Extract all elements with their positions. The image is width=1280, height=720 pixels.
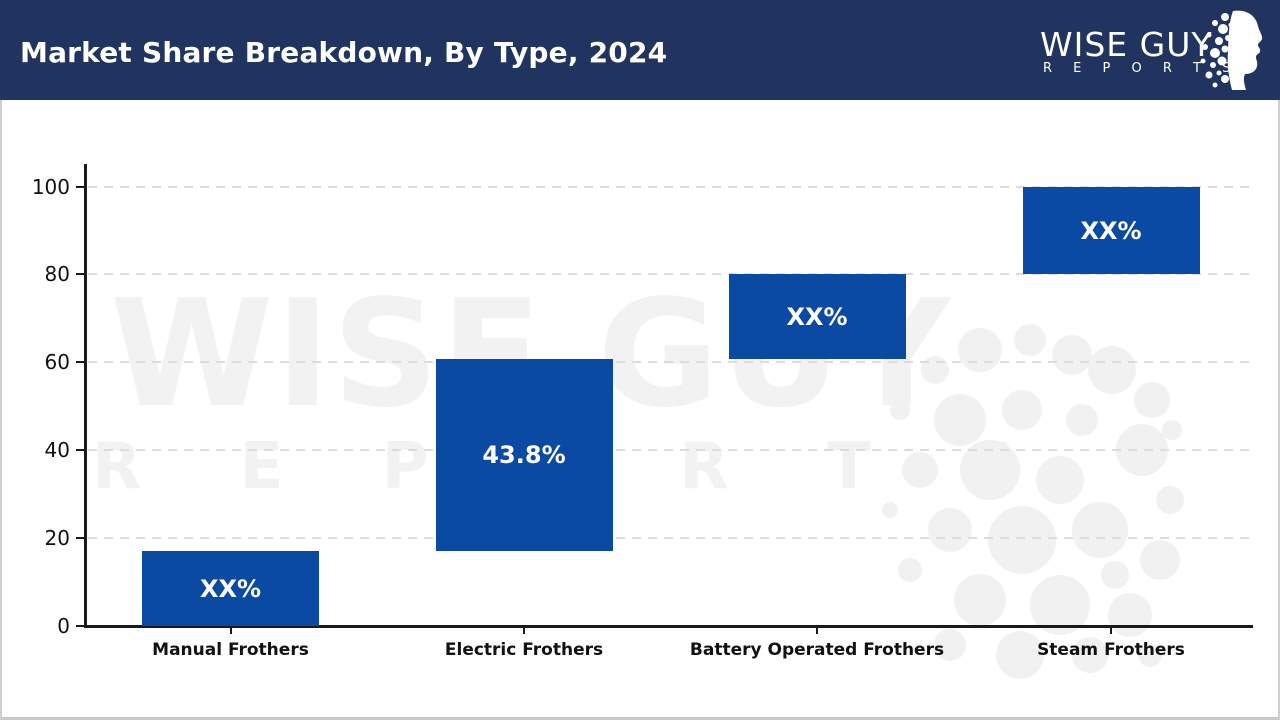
wise-guy-logo: WISE GUY R E P O R T S xyxy=(1015,5,1270,95)
gridline-y40 xyxy=(88,449,1253,452)
x-category-label-3: Steam Frothers xyxy=(1037,640,1185,660)
bar-value-label-0: XX% xyxy=(199,574,262,603)
y-axis-spine xyxy=(84,164,87,628)
logo-subtext: R E P O R T S xyxy=(1043,61,1239,76)
x-axis-spine xyxy=(84,625,1253,628)
gridline-y20 xyxy=(88,537,1253,540)
logo-wordmark: WISE GUY xyxy=(1040,25,1213,64)
y-tick-80 xyxy=(76,273,84,276)
header: Market Share Breakdown, By Type, 2024 WI… xyxy=(0,0,1280,100)
y-tick-40 xyxy=(76,449,84,452)
bar-value-label-3: XX% xyxy=(1080,216,1142,245)
x-tick-0 xyxy=(229,627,232,634)
gridline-y80 xyxy=(88,273,1253,276)
y-tick-label-0: 0 xyxy=(57,614,70,638)
bar-2[interactable]: XX% xyxy=(728,274,906,359)
gridline-y100 xyxy=(88,185,1253,188)
watermark-face-dots xyxy=(882,324,1184,679)
y-tick-label-20: 20 xyxy=(44,526,70,551)
bar-0[interactable]: XX% xyxy=(142,551,319,626)
y-tick-0 xyxy=(76,625,84,627)
bar-value-label-1: 43.8% xyxy=(482,441,566,470)
x-tick-2 xyxy=(816,627,818,634)
x-category-label-1: Electric Frothers xyxy=(444,640,604,660)
y-tick-100 xyxy=(76,185,84,188)
logo-face-icon xyxy=(1200,10,1263,90)
x-tick-3 xyxy=(1110,627,1112,634)
bar-3[interactable]: XX% xyxy=(1022,186,1200,275)
page-title: Market Share Breakdown, By Type, 2024 xyxy=(20,36,668,69)
bar-1[interactable]: 43.8% xyxy=(435,358,613,552)
y-tick-label-80: 80 xyxy=(44,262,70,287)
x-category-label-2: Battery Operated Frothers xyxy=(689,640,945,660)
gridline-y60 xyxy=(88,361,1253,364)
bar-value-label-2: XX% xyxy=(786,302,848,331)
y-tick-label-100: 100 xyxy=(31,174,70,199)
x-tick-1 xyxy=(523,627,525,634)
y-tick-label-40: 40 xyxy=(44,438,70,463)
x-category-label-0: Manual Frothers xyxy=(152,640,309,660)
y-tick-label-60: 60 xyxy=(44,350,70,375)
y-tick-20 xyxy=(76,537,84,540)
y-tick-60 xyxy=(76,361,84,364)
